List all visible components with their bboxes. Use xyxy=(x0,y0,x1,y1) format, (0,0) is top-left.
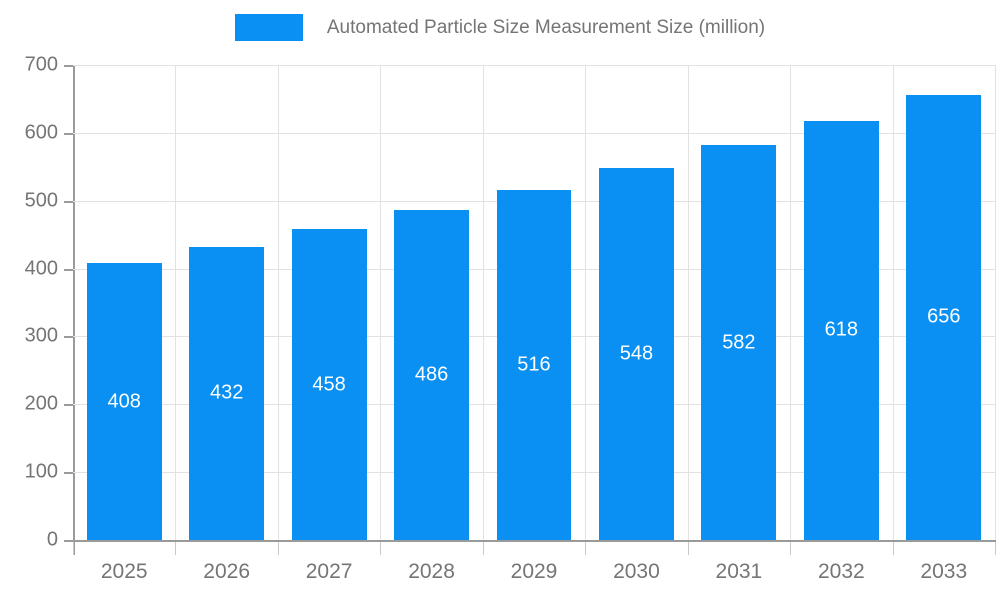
legend-swatch xyxy=(234,14,303,41)
x-tick-label: 2029 xyxy=(510,560,558,583)
y-tick-label: 100 xyxy=(24,460,58,483)
v-gridline xyxy=(277,65,279,540)
x-tick-label: 2030 xyxy=(613,560,660,583)
x-tick-mark xyxy=(790,542,792,555)
x-tick-label: 2028 xyxy=(408,560,455,583)
bar-value-label: 656 xyxy=(927,305,961,328)
x-tick-mark xyxy=(482,542,484,555)
x-axis-line xyxy=(65,540,996,542)
v-gridline xyxy=(175,65,177,540)
x-tick-mark xyxy=(995,542,996,555)
bar-value-label: 458 xyxy=(312,373,346,396)
h-gridline xyxy=(73,132,995,134)
legend: Automated Particle Size Measurement Size… xyxy=(0,14,1000,41)
x-tick-label: 2031 xyxy=(715,560,763,583)
bar-2029: 516 xyxy=(496,189,572,540)
bar-value-label: 486 xyxy=(414,363,449,386)
y-tick-label: 0 xyxy=(46,528,58,551)
bar-value-label: 516 xyxy=(517,353,551,376)
v-gridline xyxy=(790,65,792,540)
v-gridline xyxy=(892,65,894,540)
bar-2030: 548 xyxy=(599,168,674,540)
plot-area: 408 432 458 486 516 548 582 618 656 xyxy=(73,65,996,540)
y-axis-line xyxy=(73,65,75,555)
v-gridline xyxy=(687,65,689,540)
bar-2032: 618 xyxy=(803,120,879,540)
x-tick-mark xyxy=(380,542,382,555)
x-tick-label: 2032 xyxy=(817,560,865,583)
bar-value-label: 618 xyxy=(824,318,859,341)
y-tick-label: 400 xyxy=(24,257,58,280)
y-tick-mark xyxy=(64,404,73,407)
v-gridline xyxy=(585,65,587,540)
y-tick-mark xyxy=(64,336,73,339)
y-tick-mark xyxy=(64,200,73,203)
v-gridline xyxy=(482,65,484,540)
bar-2025: 408 xyxy=(86,263,162,540)
x-tick-mark xyxy=(892,542,894,555)
y-tick-label: 200 xyxy=(24,392,58,415)
y-tick-mark xyxy=(64,132,73,135)
v-gridline xyxy=(995,65,996,540)
y-tick-label: 600 xyxy=(24,121,58,144)
y-tick-label: 300 xyxy=(24,324,58,347)
y-tick-mark xyxy=(64,65,73,67)
legend-label: Automated Particle Size Measurement Size… xyxy=(326,16,766,38)
bar-value-label: 408 xyxy=(107,390,141,413)
bar-value-label: 548 xyxy=(619,342,654,365)
bar-value-label: 582 xyxy=(722,331,756,354)
x-tick-mark xyxy=(73,542,74,555)
x-tick-label: 2025 xyxy=(100,560,148,583)
x-tick-label: 2033 xyxy=(920,560,968,583)
bar-2033: 656 xyxy=(906,94,982,540)
y-tick-label: 500 xyxy=(24,189,58,212)
x-tick-label: 2026 xyxy=(203,560,251,583)
x-tick-mark xyxy=(687,542,689,555)
bar-2027: 458 xyxy=(291,229,367,540)
bar-2031: 582 xyxy=(701,145,777,540)
x-tick-mark xyxy=(585,542,587,555)
v-gridline xyxy=(380,65,382,540)
bar-2028: 486 xyxy=(394,210,469,540)
x-tick-mark xyxy=(277,542,279,555)
y-tick-mark xyxy=(64,268,73,271)
y-tick-label: 700 xyxy=(24,53,58,76)
y-tick-mark xyxy=(64,472,73,475)
y-tick-mark xyxy=(64,540,73,542)
bar-2026: 432 xyxy=(189,246,265,540)
x-tick-mark xyxy=(175,542,177,555)
x-tick-label: 2027 xyxy=(305,560,353,583)
bar-value-label: 432 xyxy=(209,381,244,404)
h-gridline xyxy=(73,65,995,66)
